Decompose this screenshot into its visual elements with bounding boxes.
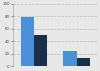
Bar [21, 17, 34, 66]
Bar [34, 35, 47, 66]
Bar [77, 58, 90, 66]
Bar [63, 51, 77, 66]
